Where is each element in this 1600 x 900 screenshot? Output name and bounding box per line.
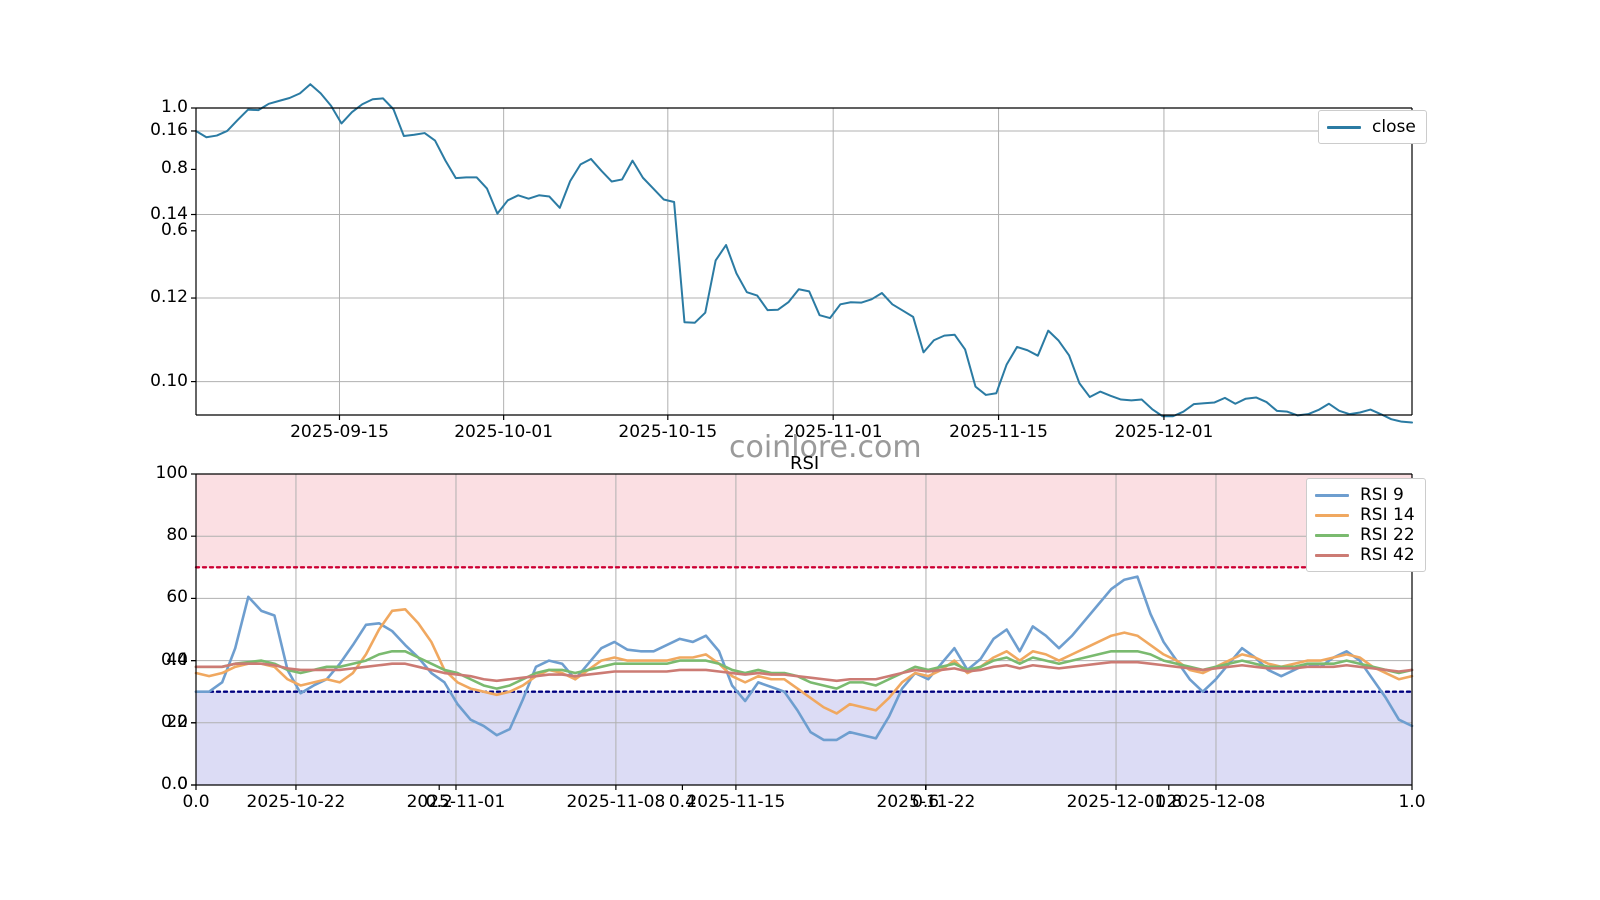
price-chart-panel: 0.16 0.14 0.12 0.10 1.0 0.8 0.6 2025-09-15 202… <box>0 0 1600 442</box>
axis-tick-label: 2025-10-22 <box>246 792 346 812</box>
legend-label: RSI 42 <box>1360 545 1415 565</box>
legend-label: close <box>1372 117 1416 137</box>
axis-tick-label: 2025-12-08 <box>1166 792 1266 812</box>
legend-color-swatch <box>1315 513 1349 517</box>
axis-tick-label: 0.0 <box>182 792 210 812</box>
axis-tick-label: 0.2 <box>425 792 453 812</box>
rsi-legend: RSI 9 RSI 14 RSI 22 RSI 42 <box>1306 478 1426 572</box>
axis-tick-label: 2025-11-08 <box>566 792 666 812</box>
rsi-chart-panel: 100 80 60 40 20 0 0.4 0.2 0.0 0.0 0.2 0.4 0.6 0.8 1.… <box>0 430 1600 900</box>
axis-tick-label: 0.4 <box>160 649 188 670</box>
axis-tick-label: 0.0 <box>160 774 188 794</box>
legend-item: RSI 22 <box>1315 525 1415 545</box>
axis-tick-label: 2025-11-15 <box>686 792 786 812</box>
axis-tick-label: 0.8 <box>1155 792 1183 812</box>
legend-label: RSI 9 <box>1360 485 1404 505</box>
axis-tick-label: 60 <box>166 587 188 608</box>
axis-tick-label: 0.14 <box>150 203 188 224</box>
axis-tick-label: 1.0 <box>1398 792 1426 812</box>
legend-color-swatch <box>1315 553 1349 557</box>
axis-tick-label: 2025-11-01 <box>406 792 506 812</box>
axis-tick-label: 0.16 <box>150 119 188 140</box>
axis-tick-label: 0.6 <box>912 792 940 812</box>
legend-item: RSI 9 <box>1315 485 1415 505</box>
axis-tick-label: 0.6 <box>160 219 188 240</box>
axis-tick-label: 0.12 <box>150 287 188 308</box>
axis-tick-label: 2025-12-01 <box>1114 422 1214 442</box>
axis-tick-label: 2025-12-01 <box>1066 792 1166 812</box>
axis-tick-label: 0.8 <box>160 158 188 179</box>
axis-tick-label: 2025-09-15 <box>290 422 389 442</box>
axis-tick-label: 2025-11-22 <box>876 792 976 812</box>
axis-tick-label: 0 <box>177 774 188 794</box>
legend-label: RSI 22 <box>1360 525 1415 545</box>
axis-tick-label: 100 <box>155 463 188 483</box>
axis-tick-label: 40 <box>166 649 188 670</box>
axis-tick-label: 0.10 <box>150 370 188 391</box>
axis-tick-label: 2025-11-01 <box>783 422 883 442</box>
rsi-panel-title: RSI <box>790 453 820 474</box>
price-legend: close <box>1318 110 1427 144</box>
legend-item: close <box>1327 117 1416 137</box>
legend-label: RSI 14 <box>1360 505 1415 525</box>
legend-color-swatch <box>1315 493 1349 497</box>
axis-tick-label: 2025-10-01 <box>454 422 554 442</box>
legend-color-swatch <box>1327 125 1361 129</box>
legend-item: RSI 42 <box>1315 545 1415 565</box>
axis-tick-label: 2025-10-15 <box>618 422 718 442</box>
price-plot-area <box>191 83 1413 424</box>
axis-tick-label: 20 <box>166 711 188 732</box>
rsi-plot-area <box>191 473 1414 790</box>
axis-tick-label: 0.2 <box>160 711 188 732</box>
axis-tick-label: 2025-11-15 <box>949 422 1048 442</box>
axis-tick-label: 0.4 <box>668 792 696 812</box>
legend-color-swatch <box>1315 533 1349 537</box>
axis-tick-label: 80 <box>166 525 188 546</box>
axis-tick-label: 1.0 <box>160 97 188 117</box>
legend-item: RSI 14 <box>1315 505 1415 525</box>
watermark: coinlore.com <box>729 430 922 465</box>
